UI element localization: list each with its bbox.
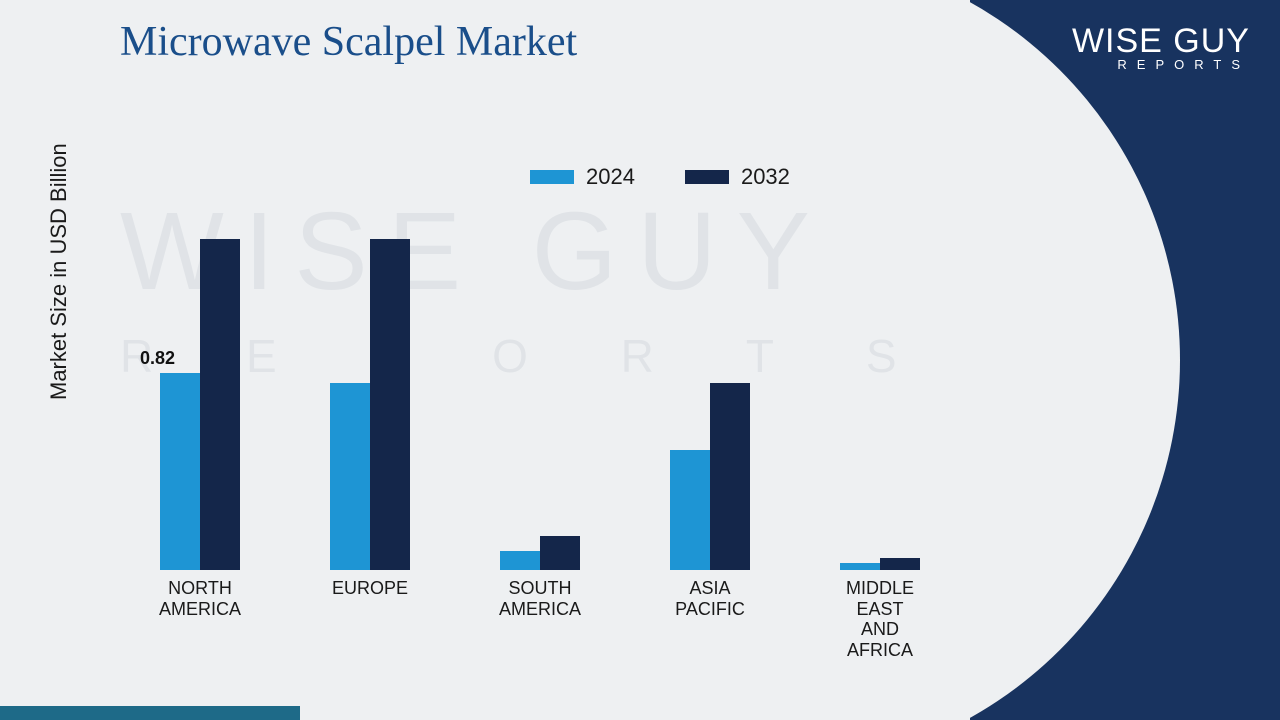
category-label: MIDDLEEASTANDAFRICA [810, 578, 950, 661]
plot-area: NORTHAMERICA0.82 EUROPE SOUTHAMERICA ASIAPA… [130, 210, 960, 570]
page-root: WISE GUY REPORTS Microwave Scalpel Marke… [0, 0, 1280, 720]
category-label: NORTHAMERICA [130, 578, 270, 619]
bar-group: NORTHAMERICA0.82 [140, 239, 260, 570]
chart-title: Microwave Scalpel Market [120, 18, 577, 66]
chart: Market Size in USD Billion 2024 2032 NOR… [60, 140, 960, 680]
bottom-accent [0, 706, 300, 720]
category-label: EUROPE [300, 578, 440, 599]
bar-2032 [540, 536, 580, 570]
brand-logo: WISE GUY REPORTS [1072, 22, 1250, 72]
bar-value-label: 0.82 [140, 348, 175, 369]
legend-label-2032: 2032 [741, 164, 790, 190]
bar-2024 [500, 551, 540, 570]
bar-2032 [370, 239, 410, 570]
bar-group: EUROPE [310, 239, 430, 570]
bar-group: SOUTHAMERICA [480, 536, 600, 570]
legend-swatch-2032 [685, 170, 729, 184]
brand-line1: WISE GUY [1072, 22, 1250, 61]
y-axis-label: Market Size in USD Billion [46, 143, 72, 400]
bar-2024 [840, 563, 880, 570]
bar-2024 [160, 373, 200, 570]
bar-2024 [670, 450, 710, 570]
bar-2032 [880, 558, 920, 570]
category-label: SOUTHAMERICA [470, 578, 610, 619]
category-label: ASIAPACIFIC [640, 578, 780, 619]
legend-item-2032: 2032 [685, 164, 790, 190]
legend: 2024 2032 [530, 164, 790, 190]
bar-2024 [330, 383, 370, 570]
legend-label-2024: 2024 [586, 164, 635, 190]
legend-item-2024: 2024 [530, 164, 635, 190]
bar-2032 [200, 239, 240, 570]
bar-group: ASIAPACIFIC [650, 383, 770, 570]
bar-2032 [710, 383, 750, 570]
bar-group: MIDDLEEASTANDAFRICA [820, 558, 940, 570]
legend-swatch-2024 [530, 170, 574, 184]
